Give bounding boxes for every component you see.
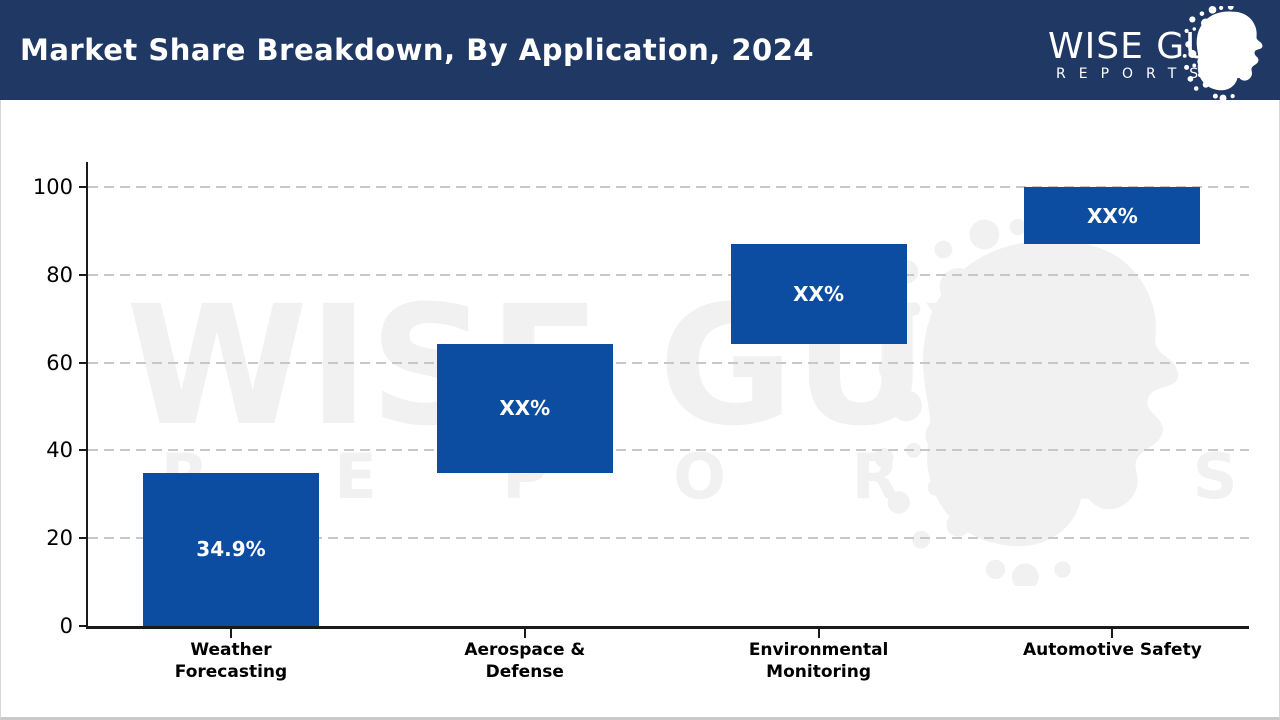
waterfall-chart: WISE GUY R E P O R T S 0 20 40 60 80 100 34.9%… — [1, 100, 1280, 720]
y-tick-mark — [79, 449, 88, 452]
grid-line — [88, 273, 1249, 276]
y-tick-label: 40 — [46, 438, 73, 463]
x-tick-label-line: Monitoring — [766, 662, 871, 682]
brand-logo: WISE GUY REPORTS — [1020, 0, 1270, 100]
x-axis-line — [86, 626, 1249, 629]
bar-value-label: 34.9% — [196, 537, 266, 562]
header-bar: Market Share Breakdown, By Application, … — [0, 0, 1280, 100]
y-tick-label: 0 — [59, 614, 73, 638]
x-tick-label-line: Defense — [485, 662, 564, 682]
x-tick-label-line: Weather — [190, 640, 272, 660]
y-tick-mark — [79, 273, 88, 276]
x-tick-label: Weather Forecasting — [101, 639, 361, 683]
bar-value-label: XX% — [499, 396, 551, 421]
grid-line — [88, 186, 1249, 188]
chart-panel: WISE GUY R E P O R T S 0 20 40 60 80 100 34.9%… — [0, 100, 1280, 720]
x-tick-mark — [817, 629, 820, 638]
x-tick-label: Environmental Monitoring — [689, 639, 949, 683]
y-tick-mark — [79, 186, 88, 188]
bar-aerospace-defense: XX% — [436, 343, 613, 473]
x-tick-mark — [1111, 629, 1114, 638]
x-tick-label: Automotive Safety — [982, 639, 1242, 661]
y-tick-label: 20 — [46, 526, 73, 551]
bar-environmental-monitoring: XX% — [730, 244, 907, 344]
y-tick-label: 80 — [46, 262, 73, 287]
x-tick-label-line: Environmental — [748, 640, 889, 660]
y-tick-mark — [79, 361, 88, 364]
x-tick-mark — [523, 629, 526, 638]
y-axis-line — [86, 162, 88, 628]
grid-line — [88, 537, 1249, 540]
bar-automotive-safety: XX% — [1024, 187, 1201, 245]
page-title: Market Share Breakdown, By Application, … — [20, 33, 815, 67]
x-tick-label: Aerospace & Defense — [395, 639, 655, 683]
x-tick-mark — [230, 629, 232, 638]
y-tick-label: 60 — [46, 350, 73, 375]
brand-subtitle: REPORTS — [1056, 66, 1212, 82]
grid-line — [88, 361, 1249, 364]
x-tick-label-line: Aerospace & — [464, 640, 586, 660]
y-tick-mark — [79, 537, 88, 540]
x-tick-label-line: Forecasting — [174, 662, 288, 682]
brand-face-icon — [1182, 6, 1263, 100]
bar-weather-forecasting: 34.9% — [143, 472, 319, 626]
bar-value-label: XX% — [793, 281, 845, 306]
grid-line — [88, 449, 1249, 452]
y-tick-mark — [79, 625, 88, 627]
y-tick-label: 100 — [32, 175, 73, 199]
x-tick-label-line: Automotive Safety — [1022, 640, 1202, 660]
bar-value-label: XX% — [1086, 203, 1138, 228]
